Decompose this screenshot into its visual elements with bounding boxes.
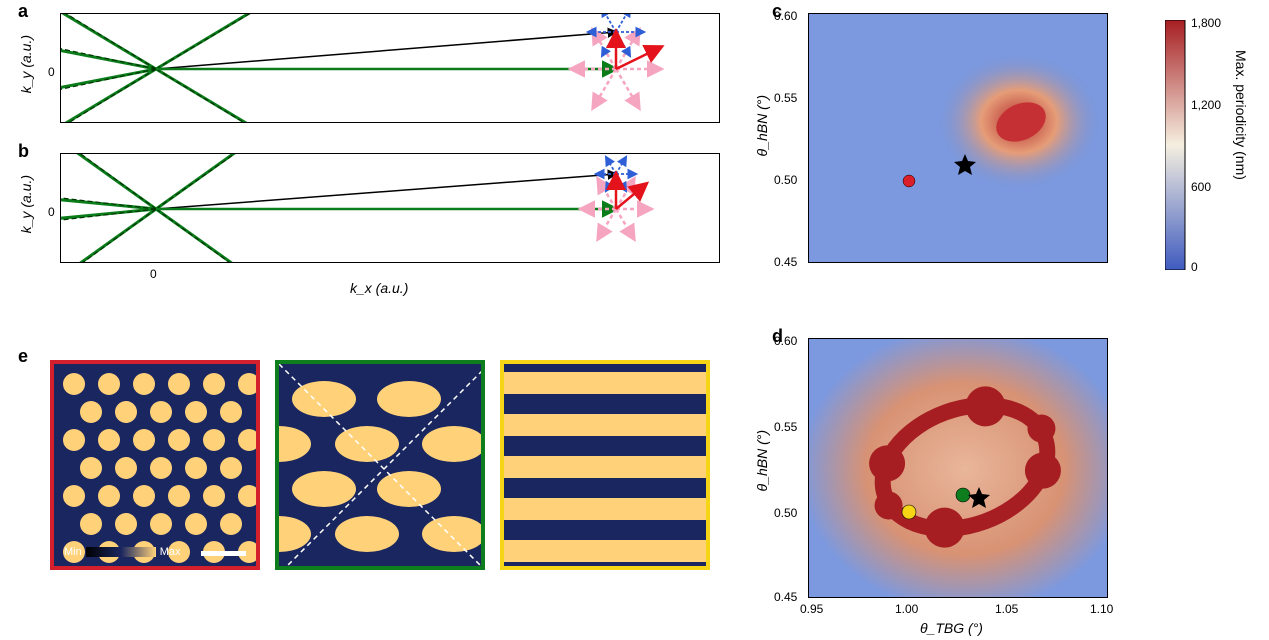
black-arrow [156, 32, 616, 69]
max-label: Max [160, 546, 181, 558]
moire-yellow [500, 360, 710, 570]
marker-yellow [902, 505, 916, 519]
panel-b-ylabel: k_y (a.u.) [18, 175, 34, 233]
tick-kx-0: 0 [150, 267, 157, 281]
panel-b-label: b [18, 141, 29, 162]
panel-d-xlabel: θ_TBG (°) [920, 620, 983, 636]
cbar-title: Max. periodicity (nm) [1233, 50, 1249, 180]
tick-ky-0-a: 0 [48, 65, 55, 79]
moire-green [275, 360, 485, 570]
kspace-plot-b [60, 153, 720, 263]
marker-green [956, 488, 970, 502]
colorbar: 0 600 1,200 1,800 Max. periodicity (nm) [1165, 20, 1187, 270]
heatmap-c [808, 13, 1108, 263]
cbar-tick-1200: 1,200 [1191, 98, 1221, 112]
marker-red [903, 175, 915, 187]
kx-axis-label: k_x (a.u.) [350, 280, 408, 296]
scalebar [201, 551, 246, 556]
cbar-tick-600: 600 [1191, 180, 1211, 194]
cbar-tick-1800: 1,800 [1191, 16, 1221, 30]
panel-d-ylabel: θ_hBN (°) [754, 430, 770, 491]
panel-e-label: e [18, 346, 28, 367]
cbar-tick-0: 0 [1191, 260, 1198, 274]
panel-a-ylabel: k_y (a.u.) [18, 35, 34, 93]
panel-c-ylabel: θ_hBN (°) [754, 95, 770, 156]
panel-a-label: a [18, 1, 28, 22]
moire-red: Min Max [50, 360, 260, 570]
min-label: Min [64, 546, 82, 558]
kspace-plot-a [60, 13, 720, 123]
tick-ky-0-b: 0 [48, 205, 55, 219]
heatmap-d [808, 338, 1108, 598]
